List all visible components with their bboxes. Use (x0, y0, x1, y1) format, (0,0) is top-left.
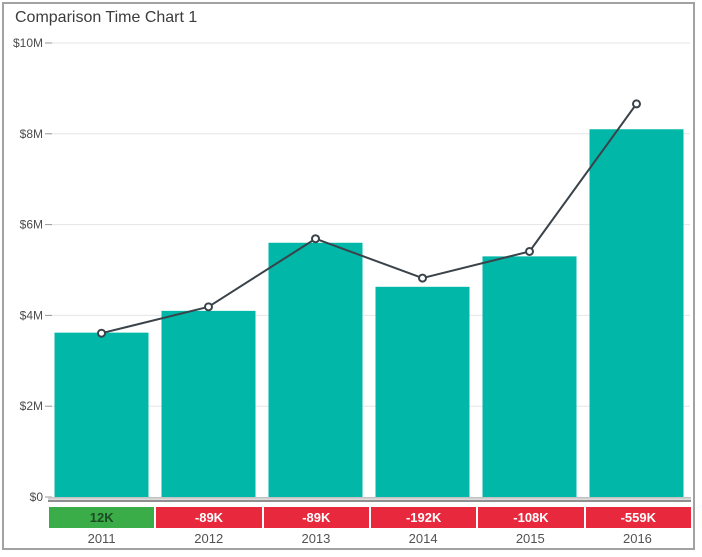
comparison-chart-widget: Comparison Time Chart 1 $10M $8M $6M $4M $2M… (2, 2, 695, 550)
x-axis-label-2013: 2013 (301, 531, 331, 546)
y-axis-label: $2M (20, 399, 43, 413)
line-marker-2012[interactable] (204, 302, 213, 312)
bar-2012[interactable] (161, 310, 256, 497)
bar-2015[interactable] (482, 256, 577, 497)
chart-plot-canvas: $10M $8M $6M $4M $2M $0 (13, 36, 691, 504)
diff-badge-2013: -89K (263, 507, 369, 528)
x-axis-line (48, 498, 691, 500)
x-axis-label-2016: 2016 (622, 531, 652, 546)
y-axis-label: $4M (20, 308, 43, 322)
diff-badge-2016: -559K (585, 507, 691, 528)
bar-2014[interactable] (375, 286, 470, 497)
bar-2013[interactable] (268, 242, 363, 497)
y-axis-label: $0 (30, 490, 44, 504)
difference-badge-row: 12K -89K -89K -192K -108K -559K (49, 507, 691, 528)
bar-2011[interactable] (54, 332, 149, 497)
y-axis-label: $6M (20, 218, 43, 232)
diff-badge-2015: -108K (478, 507, 584, 528)
line-marker-2011[interactable] (97, 328, 106, 338)
x-axis-label-2015: 2015 (515, 531, 545, 546)
x-axis-line (48, 500, 691, 502)
line-marker-2015[interactable] (525, 246, 534, 256)
x-axis-labels-row: 2011 2012 2013 2014 2015 2016 (48, 531, 691, 547)
diff-badge-2014: -192K (370, 507, 477, 528)
x-axis-label-2011: 2011 (87, 531, 116, 546)
chart-title: Comparison Time Chart 1 (15, 9, 198, 26)
line-marker-2016[interactable] (632, 99, 641, 109)
y-axis-label: $10M (13, 36, 43, 50)
x-axis-label-2014: 2014 (408, 531, 438, 546)
line-marker-2013[interactable] (311, 234, 320, 244)
line-marker-2014[interactable] (418, 273, 427, 283)
x-axis-label-2012: 2012 (194, 531, 224, 546)
comparison-line (101, 103, 638, 335)
bar-2016[interactable] (589, 129, 684, 497)
y-axis-label: $8M (20, 127, 43, 141)
x-axis-line (48, 497, 691, 499)
diff-badge-2012: -89K (156, 507, 262, 528)
chart-area: Comparison Time Chart 1 $10M $8M $6M $4M $2M… (4, 4, 693, 548)
diff-badge-2011: 12K (49, 507, 155, 528)
